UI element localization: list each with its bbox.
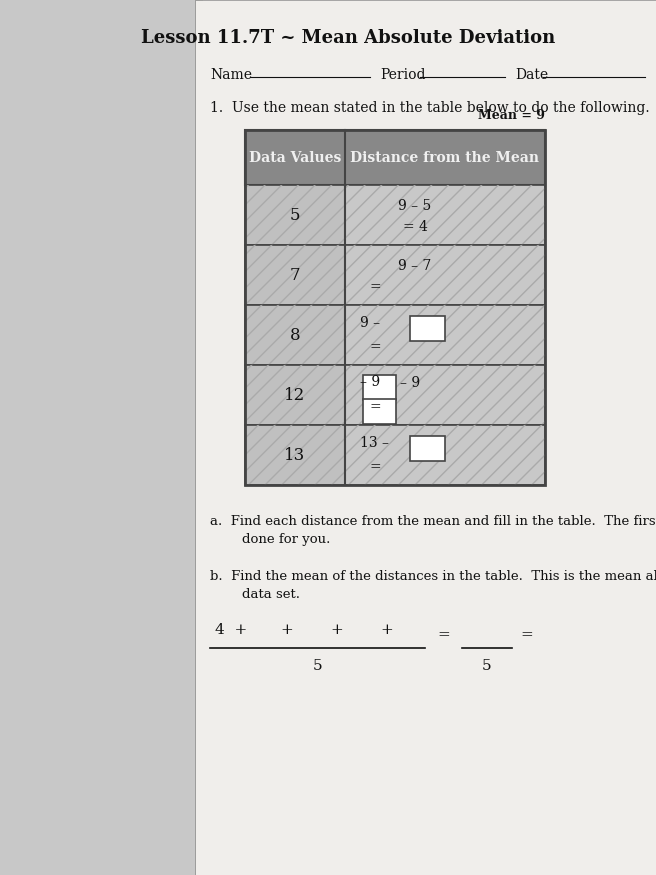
Text: – 9: – 9 <box>360 374 380 388</box>
Bar <box>195 0 656 875</box>
Bar <box>245 185 345 245</box>
Text: 1.  Use the mean stated in the table below to do the following.: 1. Use the mean stated in the table belo… <box>210 101 649 115</box>
Text: +: + <box>280 623 293 637</box>
Text: =: = <box>369 460 381 474</box>
Bar <box>245 245 345 305</box>
Bar <box>345 245 545 305</box>
Text: 9 – 5: 9 – 5 <box>398 199 432 213</box>
Text: Data Values: Data Values <box>249 150 341 164</box>
Text: Name: Name <box>210 68 252 82</box>
Text: 5: 5 <box>290 206 300 223</box>
Bar <box>245 365 345 425</box>
Text: Lesson 11.7T ~ Mean Absolute Deviation: Lesson 11.7T ~ Mean Absolute Deviation <box>141 29 555 47</box>
Text: 12: 12 <box>284 387 306 403</box>
Text: =: = <box>369 340 381 354</box>
Bar <box>363 374 396 400</box>
Bar <box>363 399 396 424</box>
Text: 8: 8 <box>290 326 300 344</box>
Text: 5: 5 <box>313 659 322 673</box>
Bar <box>195 0 203 875</box>
Bar <box>345 365 545 425</box>
Bar <box>245 305 345 365</box>
Text: +: + <box>380 623 393 637</box>
Bar <box>345 245 545 305</box>
Text: 13 –: 13 – <box>360 436 389 450</box>
Bar <box>245 425 345 485</box>
Bar <box>200 0 656 875</box>
Text: 13: 13 <box>284 446 306 464</box>
Text: Distance from the Mean: Distance from the Mean <box>350 150 539 164</box>
Text: Period: Period <box>380 68 426 82</box>
Text: 5: 5 <box>482 659 492 673</box>
Bar <box>345 185 545 245</box>
Text: Date: Date <box>515 68 548 82</box>
Text: =: = <box>369 400 381 414</box>
Text: b.  Find the mean of the distances in the table.  This is the mean absolute devi: b. Find the mean of the distances in the… <box>210 570 656 583</box>
Bar <box>345 185 545 245</box>
Bar <box>345 365 545 425</box>
Text: 7: 7 <box>290 267 300 284</box>
Bar <box>345 425 545 485</box>
Bar <box>245 130 545 185</box>
Text: a.  Find each distance from the mean and fill in the table.  The first distance : a. Find each distance from the mean and … <box>210 515 656 528</box>
Text: = 4: = 4 <box>403 220 428 234</box>
Text: done for you.: done for you. <box>225 533 331 546</box>
Text: 9 –: 9 – <box>360 316 380 330</box>
Bar <box>245 130 545 485</box>
Bar <box>245 185 345 245</box>
Bar <box>410 316 445 340</box>
Bar <box>245 425 345 485</box>
Bar <box>345 305 545 365</box>
Text: =: = <box>369 280 381 294</box>
Text: 4  +: 4 + <box>215 623 247 637</box>
Bar <box>345 425 545 485</box>
Text: data set.: data set. <box>225 588 300 601</box>
Bar <box>410 436 445 461</box>
Text: =: = <box>437 628 450 642</box>
Text: Mean = 9: Mean = 9 <box>478 109 545 122</box>
Text: – 9: – 9 <box>400 376 420 390</box>
Bar <box>245 305 345 365</box>
Text: 9 – 7: 9 – 7 <box>398 259 432 273</box>
Bar <box>245 365 345 425</box>
Text: =: = <box>520 628 533 642</box>
Bar <box>345 305 545 365</box>
Text: +: + <box>330 623 342 637</box>
Bar <box>245 245 345 305</box>
